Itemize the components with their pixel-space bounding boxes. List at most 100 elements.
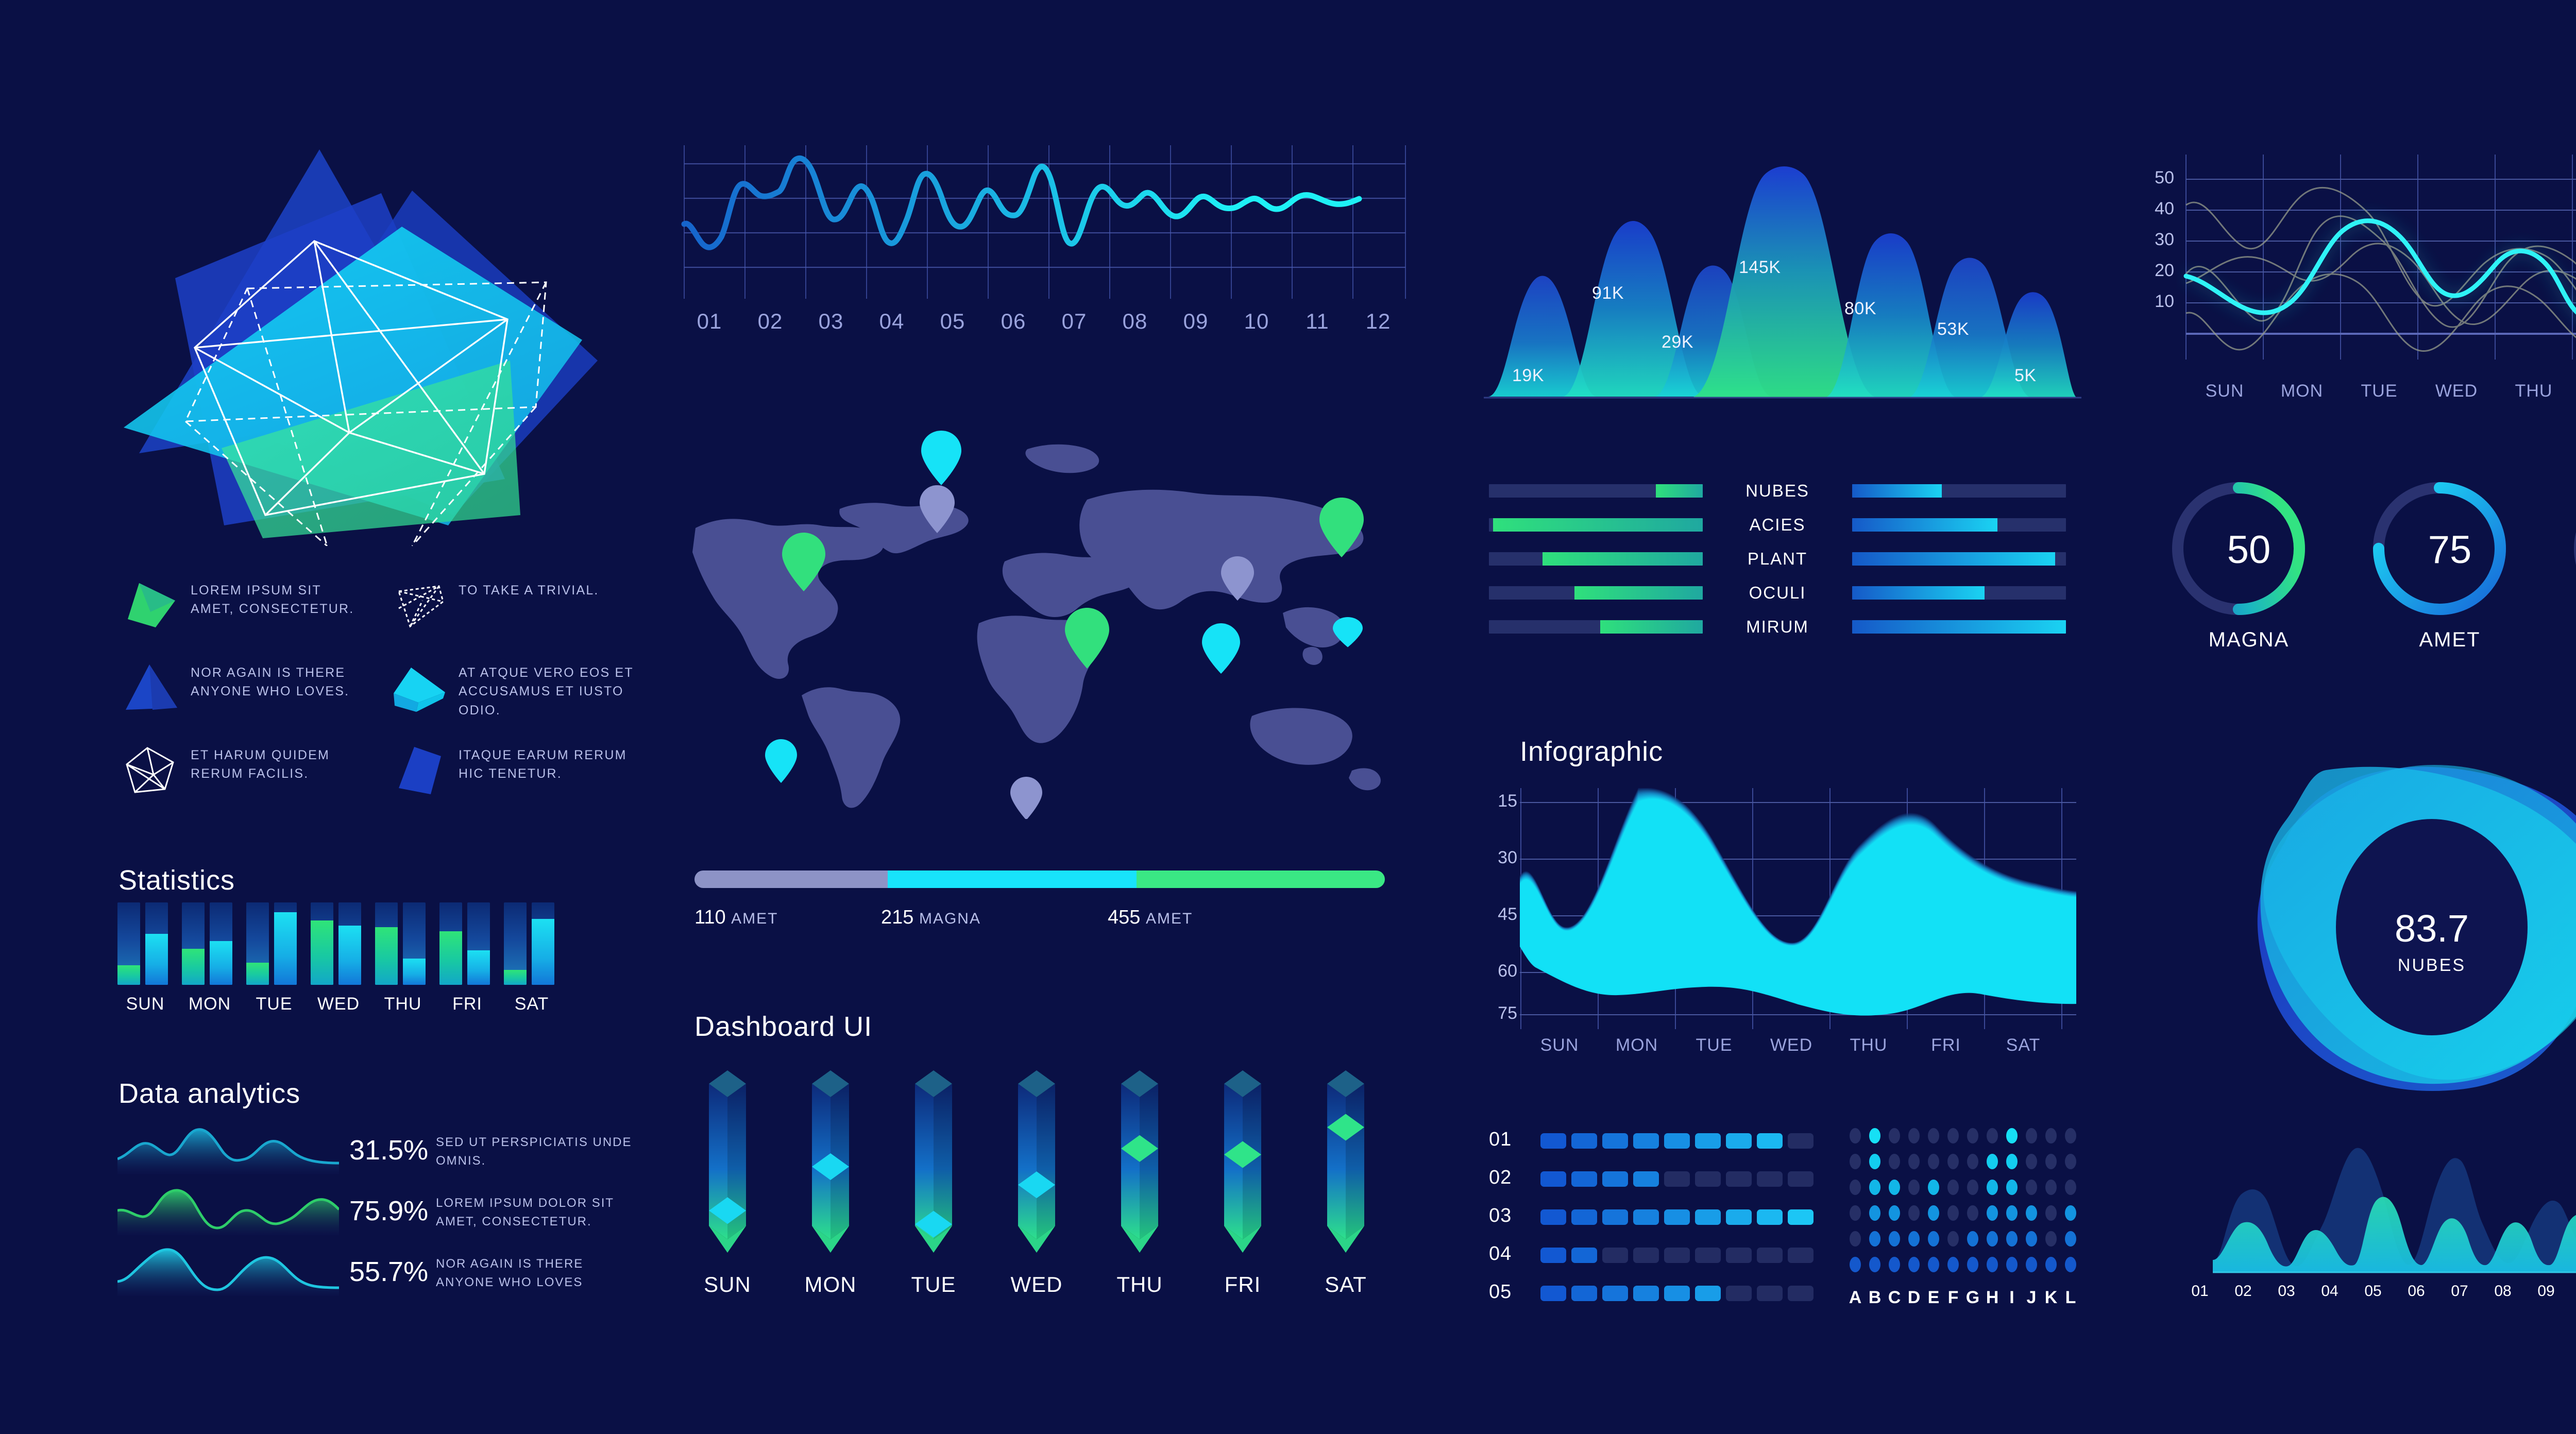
matrix-cell[interactable] [1571, 1248, 1597, 1263]
matrix-cell[interactable] [1633, 1171, 1659, 1187]
infographic-x-tick: TUE [1696, 1035, 1733, 1055]
wave-y-tick: 20 [2155, 261, 2174, 280]
matrix-cell[interactable] [1788, 1133, 1814, 1149]
infographic-y-tick: 30 [1498, 848, 1517, 867]
wave-y-tick: 50 [2155, 168, 2174, 187]
matrix-cell[interactable] [1757, 1209, 1783, 1225]
matrix-cell[interactable] [1757, 1133, 1783, 1149]
legend-item[interactable]: Et harum quidem rerum facilis. [124, 742, 371, 809]
map-pin[interactable] [765, 739, 797, 783]
matrix-cell[interactable] [1788, 1286, 1814, 1301]
horizontal-bar-name: Acies [1749, 515, 1806, 534]
matrix-cell[interactable] [1602, 1133, 1628, 1149]
dashboard-ui-x-label: MON [804, 1272, 857, 1296]
dot-matrix-cell [2006, 1205, 2018, 1221]
dot-matrix-cell [1869, 1231, 1880, 1247]
matrix-cell[interactable] [1788, 1209, 1814, 1225]
matrix-cell[interactable] [1571, 1286, 1597, 1301]
matrix-cell[interactable] [1695, 1248, 1721, 1263]
matrix-cell[interactable] [1788, 1248, 1814, 1263]
dot-matrix-column-label: E [1927, 1288, 1940, 1307]
matrix-cell[interactable] [1664, 1248, 1690, 1263]
matrix-cell[interactable] [1757, 1171, 1783, 1187]
legend-item[interactable]: To take a trivial. [392, 577, 639, 644]
matrix-cell[interactable] [1664, 1286, 1690, 1301]
legend-item[interactable]: Itaque earum rerum hic tenetur. [392, 742, 639, 809]
matrix-cell[interactable] [1726, 1133, 1752, 1149]
dot-matrix-cell [2006, 1257, 2018, 1272]
matrix-row: 02 [1489, 1167, 1819, 1188]
matrix-cell[interactable] [1633, 1209, 1659, 1225]
matrix-cell[interactable] [1757, 1248, 1783, 1263]
matrix-cell[interactable] [1695, 1286, 1721, 1301]
line-chart-x-label: 05 [940, 309, 965, 333]
map-pin[interactable] [920, 485, 955, 533]
wave-x-tick: TUE [2361, 381, 2398, 401]
map-pin[interactable] [1202, 623, 1240, 674]
infographic-y-tick: 15 [1498, 791, 1517, 811]
tri-progress-segment[interactable] [888, 870, 1137, 888]
map-pin[interactable] [782, 533, 825, 591]
matrix-cell[interactable] [1726, 1248, 1752, 1263]
matrix-cell[interactable] [1726, 1286, 1752, 1301]
map-pin[interactable] [1010, 777, 1042, 819]
dashboard-ui-x-labels: SUN MON TUE WED THU FRI SAT [690, 1272, 1412, 1301]
matrix-cell[interactable] [1664, 1133, 1690, 1149]
matrix-cell[interactable] [1664, 1209, 1690, 1225]
matrix-cell[interactable] [1757, 1286, 1783, 1301]
dot-matrix-cell [1889, 1128, 1900, 1143]
matrix-cell[interactable] [1695, 1209, 1721, 1225]
dot-matrix-column-label: A [1849, 1288, 1862, 1307]
map-pin[interactable] [1333, 617, 1363, 647]
infographic-title: Infographic [1520, 736, 1664, 767]
map-pin[interactable] [1319, 498, 1364, 557]
matrix-cell[interactable] [1726, 1209, 1752, 1225]
horizontal-bar-right-fill [1852, 484, 1942, 498]
legend-item[interactable]: Nor again is there anyone who loves. [124, 659, 371, 726]
gauge: 75 Amet [2365, 474, 2535, 651]
tri-segment-progress-bar[interactable] [694, 870, 1385, 888]
wave-y-tick: 40 [2155, 199, 2174, 218]
matrix-cell[interactable] [1540, 1171, 1566, 1187]
matrix-cell[interactable] [1602, 1248, 1628, 1263]
legend-item-label: At atque vero eos et accusamus et iusto … [459, 665, 634, 718]
dot-matrix-cell [1928, 1257, 1939, 1272]
matrix-cell[interactable] [1602, 1209, 1628, 1225]
line-chart-x-label: 08 [1122, 309, 1148, 333]
matrix-cell[interactable] [1571, 1171, 1597, 1187]
world-map[interactable] [685, 407, 1406, 819]
matrix-cell[interactable] [1540, 1209, 1566, 1225]
horizontal-bar-right-fill [1852, 586, 1985, 600]
matrix-cell[interactable] [1633, 1286, 1659, 1301]
dot-matrix-cell [2006, 1154, 2018, 1169]
legend-item[interactable]: Lorem ipsum sit amet, consectetur. [124, 577, 371, 644]
gauge-label: Amet [2419, 628, 2481, 651]
matrix-cell[interactable] [1540, 1248, 1566, 1263]
matrix-cell[interactable] [1602, 1286, 1628, 1301]
matrix-cell[interactable] [1633, 1248, 1659, 1263]
tri-progress-segment[interactable] [1136, 870, 1385, 888]
map-pin[interactable] [1065, 608, 1109, 669]
legend-item[interactable]: At atque vero eos et accusamus et iusto … [392, 659, 639, 726]
map-pin[interactable] [1221, 556, 1254, 601]
tri-progress-segment[interactable] [694, 870, 888, 888]
matrix-cell[interactable] [1695, 1133, 1721, 1149]
matrix-cell[interactable] [1664, 1171, 1690, 1187]
matrix-cell[interactable] [1633, 1133, 1659, 1149]
statistics-bar-fill [504, 970, 527, 985]
matrix-cell[interactable] [1540, 1133, 1566, 1149]
matrix-cell[interactable] [1602, 1171, 1628, 1187]
statistics-bar-group [439, 902, 495, 985]
bottom-wave-x-label: 01 [2191, 1283, 2209, 1300]
matrix-row-label: 03 [1489, 1205, 1512, 1226]
matrix-cell[interactable] [1726, 1171, 1752, 1187]
matrix-cell[interactable] [1540, 1286, 1566, 1301]
matrix-cell[interactable] [1788, 1171, 1814, 1187]
map-pin[interactable] [921, 431, 961, 485]
data-analytics-title: Data analytics [118, 1078, 301, 1109]
infographic-stream-chart [1520, 788, 2076, 1029]
matrix-cell[interactable] [1695, 1171, 1721, 1187]
matrix-cell[interactable] [1571, 1209, 1597, 1225]
matrix-cell[interactable] [1571, 1133, 1597, 1149]
dot-matrix-cell [1947, 1180, 1959, 1195]
